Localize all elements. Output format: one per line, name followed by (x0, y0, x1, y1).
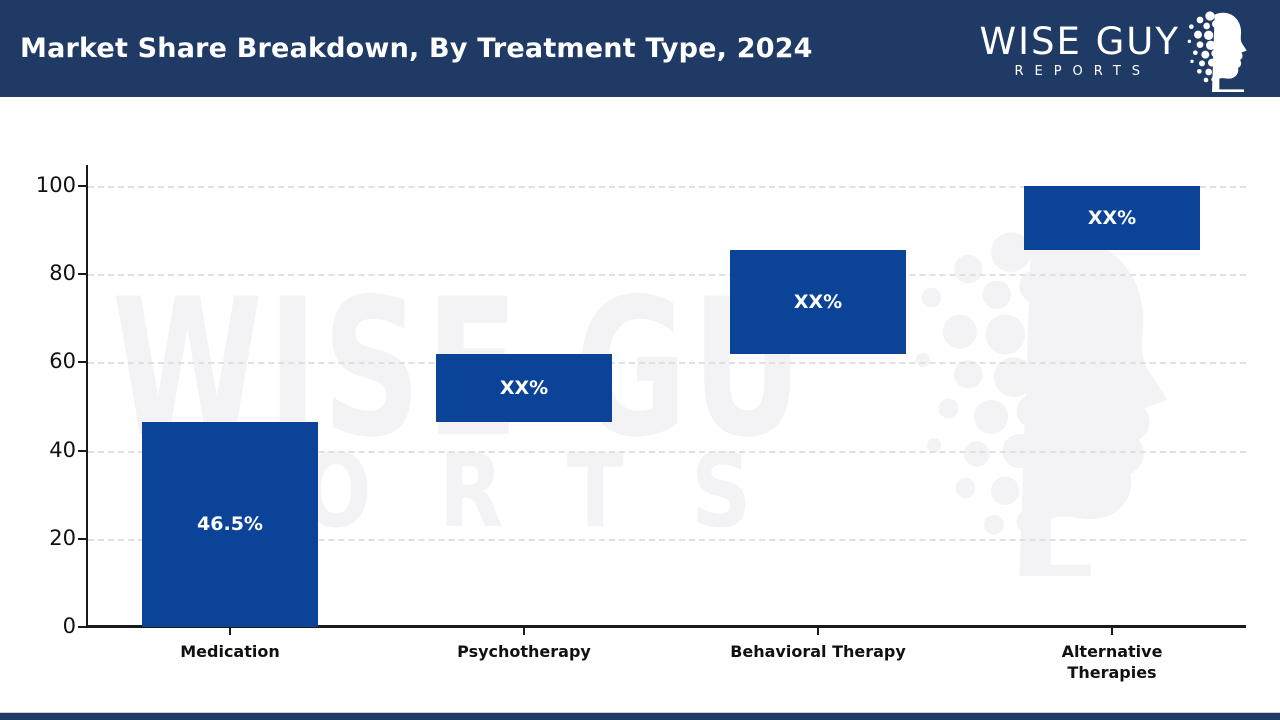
gridline-40 (88, 450, 1246, 453)
y-tick-label-40: 40 (49, 437, 76, 462)
y-tick-label-20: 20 (49, 525, 76, 550)
category-label-2: Behavioral Therapy (730, 642, 906, 661)
y-axis-spine (86, 165, 88, 627)
bar-value-label: XX% (793, 290, 843, 313)
logo-subtitle: REPORTS (1014, 63, 1152, 79)
gridline-20 (88, 538, 1246, 541)
footer-band (0, 713, 1280, 720)
gridline-80 (88, 274, 1246, 277)
bar-alternative-therapies: XX% (1024, 186, 1200, 250)
x-tick-mark-1 (523, 628, 525, 635)
y-tick-label-100: 100 (35, 173, 76, 197)
bar-value-label: 46.5% (197, 513, 263, 536)
category-label-1: Psychotherapy (457, 642, 591, 661)
y-tick-label-0: 0 (62, 614, 76, 638)
y-tick-label-60: 60 (49, 349, 76, 374)
bar-value-label: XX% (1087, 206, 1137, 229)
x-tick-mark-3 (1111, 628, 1113, 635)
y-tick-mark-40 (78, 449, 86, 452)
wise-guy-reports-logo: WISE GUY REPORTS (980, 8, 1262, 92)
bar-behavioral-therapy: XX% (730, 249, 906, 354)
y-tick-mark-100 (78, 185, 86, 187)
bottom-divider (0, 712, 1280, 713)
gridline-60 (88, 362, 1246, 365)
bar-psychotherapy: XX% (436, 353, 612, 422)
y-tick-mark-80 (78, 273, 86, 276)
page-title: Market Share Breakdown, By Treatment Typ… (20, 33, 813, 64)
x-tick-mark-2 (817, 628, 819, 635)
logo-head-icon (1187, 11, 1247, 92)
category-label-3: Alternative Therapies (1061, 642, 1163, 682)
y-tick-mark-60 (78, 361, 86, 364)
bar-medication: 46.5% (142, 421, 318, 627)
gridline-100 (88, 186, 1246, 188)
header-band: Market Share Breakdown, By Treatment Typ… (0, 0, 1280, 97)
x-tick-mark-0 (229, 628, 231, 635)
waterfall-chart: 0 20 40 60 80 100 46.5% Medication XX% Psychother… (0, 97, 1280, 713)
logo-wordmark: WISE GUY (979, 19, 1180, 63)
category-label-0: Medication (180, 642, 280, 661)
y-tick-mark-20 (78, 537, 86, 540)
bar-value-label: XX% (499, 376, 549, 399)
y-tick-mark-0 (78, 626, 86, 628)
logo-text: WISE GUY REPORTS (979, 19, 1180, 79)
x-axis-spine (86, 625, 1246, 628)
y-tick-label-80: 80 (49, 261, 76, 286)
